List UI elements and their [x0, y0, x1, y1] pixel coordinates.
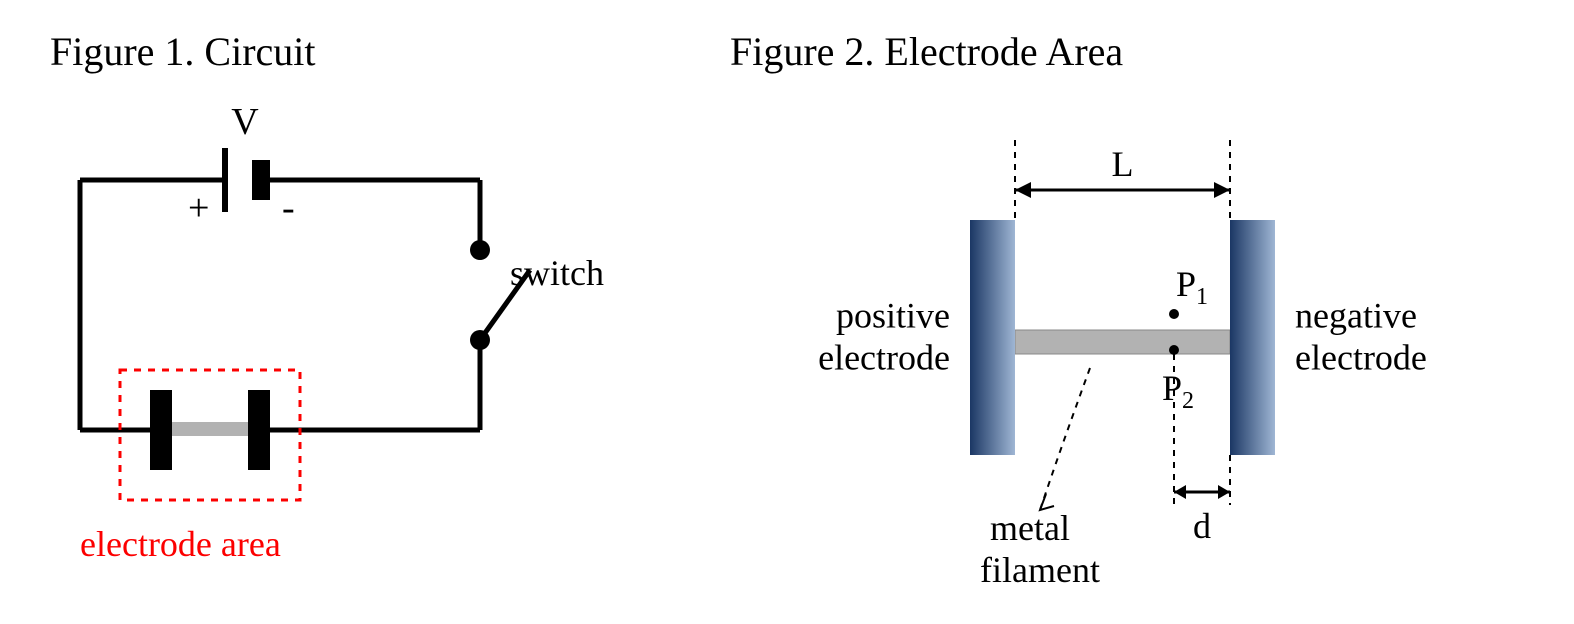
minus-label: - — [282, 187, 295, 229]
negative-electrode-label: negativeelectrode — [1295, 296, 1427, 378]
electrode-right — [248, 390, 270, 470]
switch-label: switch — [510, 253, 604, 293]
diagram-container: Figure 1. Circuit V+-switchelectrode are… — [0, 0, 1574, 624]
plus-label: + — [188, 187, 209, 229]
filament-bar — [172, 422, 248, 436]
battery-label: V — [231, 101, 259, 143]
L-label: L — [1112, 144, 1134, 184]
p2-label: P2 — [1162, 368, 1194, 414]
figure-1-panel: Figure 1. Circuit V+-switchelectrode are… — [0, 0, 680, 624]
figure-2-svg: L P1 P2 d positiveelectrode negativeelectrode… — [680, 0, 1574, 624]
metal-filament — [1015, 330, 1230, 354]
p1-label: P1 — [1176, 264, 1208, 310]
electrode-area-label: electrode area — [80, 524, 281, 564]
point-p1 — [1169, 309, 1179, 319]
positive-electrode-label: positiveelectrode — [818, 296, 950, 378]
switch-node-top — [470, 240, 490, 260]
metal-filament-label: metalfilament — [980, 508, 1100, 590]
figure-1-svg: V + - switch electrode area — [0, 0, 680, 624]
d-label: d — [1193, 506, 1211, 546]
point-p2 — [1169, 345, 1179, 355]
negative-electrode — [1230, 220, 1275, 455]
figure-2-panel: Figure 2. Electrode Area LP1P2dpositivee… — [680, 0, 1574, 624]
electrode-left — [150, 390, 172, 470]
positive-electrode — [970, 220, 1015, 455]
